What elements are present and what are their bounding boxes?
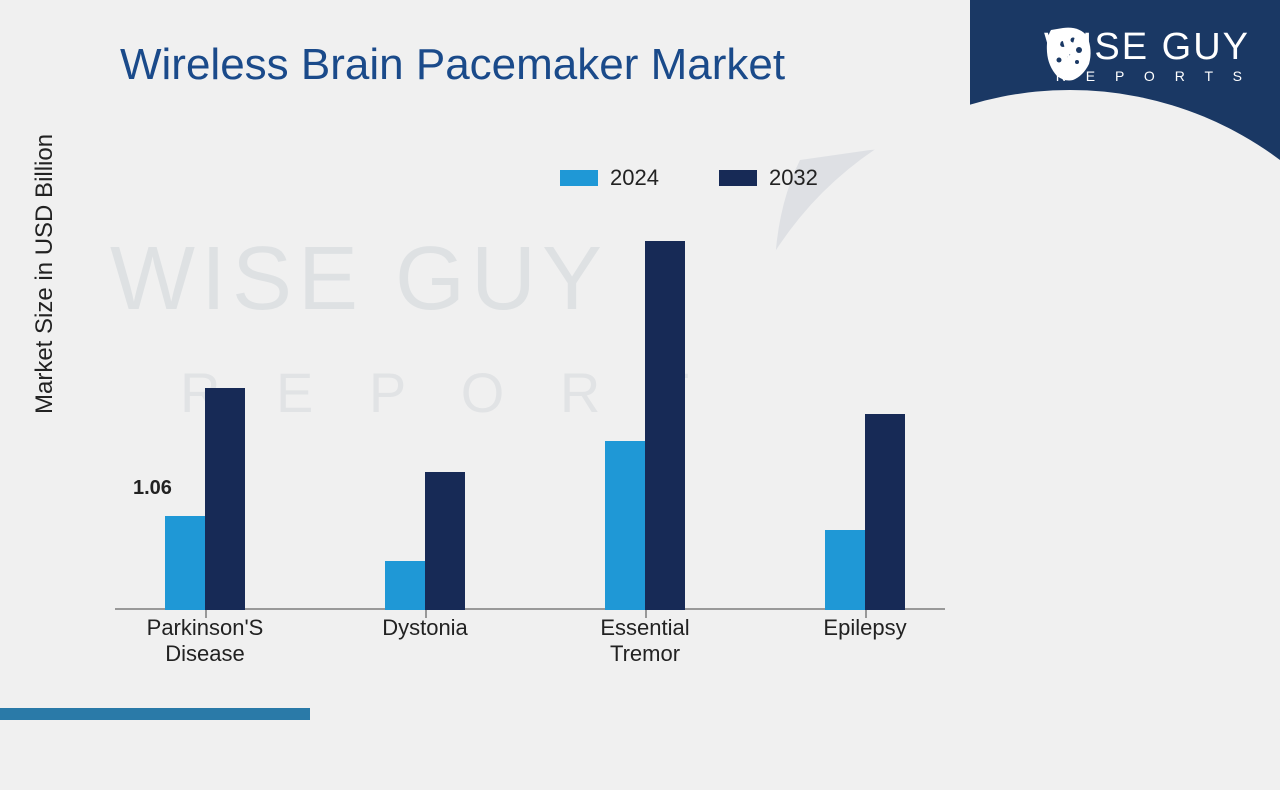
bar [605, 441, 645, 610]
bar-group [385, 472, 465, 610]
y-axis-label: Market Size in USD Billion [31, 134, 59, 414]
brand-logo: WISE GUY R E P O R T S [1044, 28, 1250, 84]
bar [385, 561, 425, 610]
x-axis-label: Essential Tremor [560, 615, 730, 668]
x-axis-label: Parkinson'S Disease [120, 615, 290, 668]
chart-legend: 2024 2032 [560, 165, 818, 191]
bar-group [825, 414, 905, 610]
legend-swatch-2024 [560, 170, 598, 186]
bar-value-label: 1.06 [133, 477, 172, 500]
bar-group [165, 388, 245, 610]
bar [425, 472, 465, 610]
chart-title: Wireless Brain Pacemaker Market [120, 40, 785, 90]
bar [865, 414, 905, 610]
legend-label-2032: 2032 [769, 165, 818, 191]
legend-swatch-2032 [719, 170, 757, 186]
logo-sub-text: R E P O R T S [1044, 68, 1250, 84]
logo-main-text: WISE GUY [1044, 28, 1250, 66]
bar [825, 530, 865, 610]
bar [165, 516, 205, 610]
legend-item-2024: 2024 [560, 165, 659, 191]
legend-label-2024: 2024 [610, 165, 659, 191]
bar [205, 388, 245, 610]
bottom-accent-bar [0, 708, 310, 720]
x-axis-label: Epilepsy [780, 615, 950, 641]
chart-plot-area: Parkinson'S DiseaseDystoniaEssential Tre… [115, 210, 945, 610]
bar-group [605, 241, 685, 610]
x-axis-label: Dystonia [340, 615, 510, 641]
legend-item-2032: 2032 [719, 165, 818, 191]
bar [645, 241, 685, 610]
